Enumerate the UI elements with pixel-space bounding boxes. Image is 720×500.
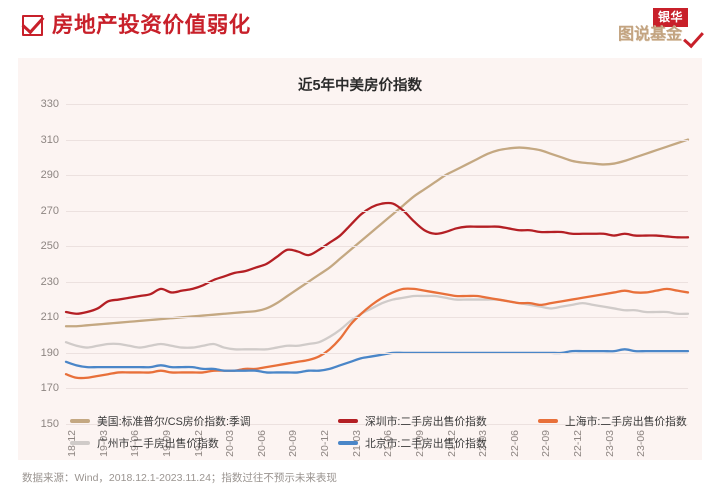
brand-logo: 银华 图说基金 — [618, 8, 702, 52]
checkbox-check-icon — [22, 15, 43, 37]
legend-color-swatch — [70, 419, 90, 423]
grid-line — [66, 317, 688, 319]
legend-label: 广州市:二手房出售价指数 — [97, 438, 219, 450]
legend-color-swatch — [70, 441, 90, 445]
y-axis-tick-label: 270 — [40, 204, 59, 217]
legend-color-swatch — [538, 419, 558, 423]
legend-item[interactable]: 上海市:二手房出售价指数 — [538, 413, 720, 429]
legend-item[interactable]: 广州市:二手房出售价指数 — [70, 435, 338, 451]
legend-color-swatch — [338, 441, 358, 445]
y-axis-tick-label: 310 — [40, 133, 59, 146]
grid-line — [66, 281, 688, 283]
chart-line-series — [64, 287, 690, 380]
brand-logo-top-text: 银华 — [652, 8, 688, 27]
grid-line — [66, 424, 688, 425]
chart-plot-area: 33031029027025023021019017015018-1219-03… — [41, 98, 690, 457]
legend-label: 北京市:二手房出售价指数 — [365, 438, 487, 450]
legend-item[interactable]: 美国:标准普尔/CS房价指数:季调 — [70, 413, 338, 429]
y-axis-tick-label: 190 — [40, 346, 59, 359]
chart-line-series — [64, 294, 690, 351]
y-axis-tick-label: 170 — [40, 382, 59, 395]
chart-series-layer — [64, 138, 690, 380]
chart-title: 近5年中美房价指数 — [297, 78, 423, 94]
legend-color-swatch — [338, 419, 358, 423]
chart-card: 近5年中美房价指数 330 310 290 270 250 230 210 190 170 150… — [18, 58, 702, 460]
check-icon — [686, 28, 703, 47]
page-title: 房地产投资价值弱化 — [52, 13, 251, 37]
y-axis-tick-label: 210 — [40, 311, 59, 324]
legend-item[interactable]: 北京市:二手房出售价指数 — [338, 435, 538, 451]
legend-label: 深圳市:二手房出售价指数 — [365, 416, 487, 428]
chart-line-series — [64, 201, 690, 315]
grid-line — [66, 104, 688, 105]
y-axis-tick-label: 330 — [40, 98, 59, 110]
chart-line-series — [64, 348, 690, 374]
title-group: 房地产投资价值弱化 — [22, 13, 251, 37]
grid-line — [66, 352, 688, 354]
source-note: 数据来源：Wind，2018.12.1-2023.11.24；指数过往不预示未来… — [22, 472, 337, 484]
y-axis-tick-label: 150 — [40, 418, 59, 430]
grid-line — [66, 210, 688, 212]
legend-label: 美国:标准普尔/CS房价指数:季调 — [97, 416, 251, 428]
y-axis-tick-label: 290 — [40, 169, 59, 182]
header: 房地产投资价值弱化 银华 图说基金 — [0, 0, 720, 58]
grid-line — [66, 139, 688, 141]
y-axis-tick-label: 230 — [40, 275, 59, 288]
y-axis-tick-label: 250 — [40, 240, 59, 253]
legend-item[interactable]: 深圳市:二手房出售价指数 — [338, 413, 538, 429]
grid-line — [66, 246, 688, 248]
grid-line — [66, 388, 688, 390]
chart-legend: 美国:标准普尔/CS房价指数:季调 深圳市:二手房出售价指数 上海市:二手房出售价指… — [70, 410, 700, 454]
grid-line — [66, 175, 688, 177]
legend-label: 上海市:二手房出售价指数 — [565, 416, 687, 428]
brand-logo-bottom-text: 图说基金 — [618, 26, 683, 43]
